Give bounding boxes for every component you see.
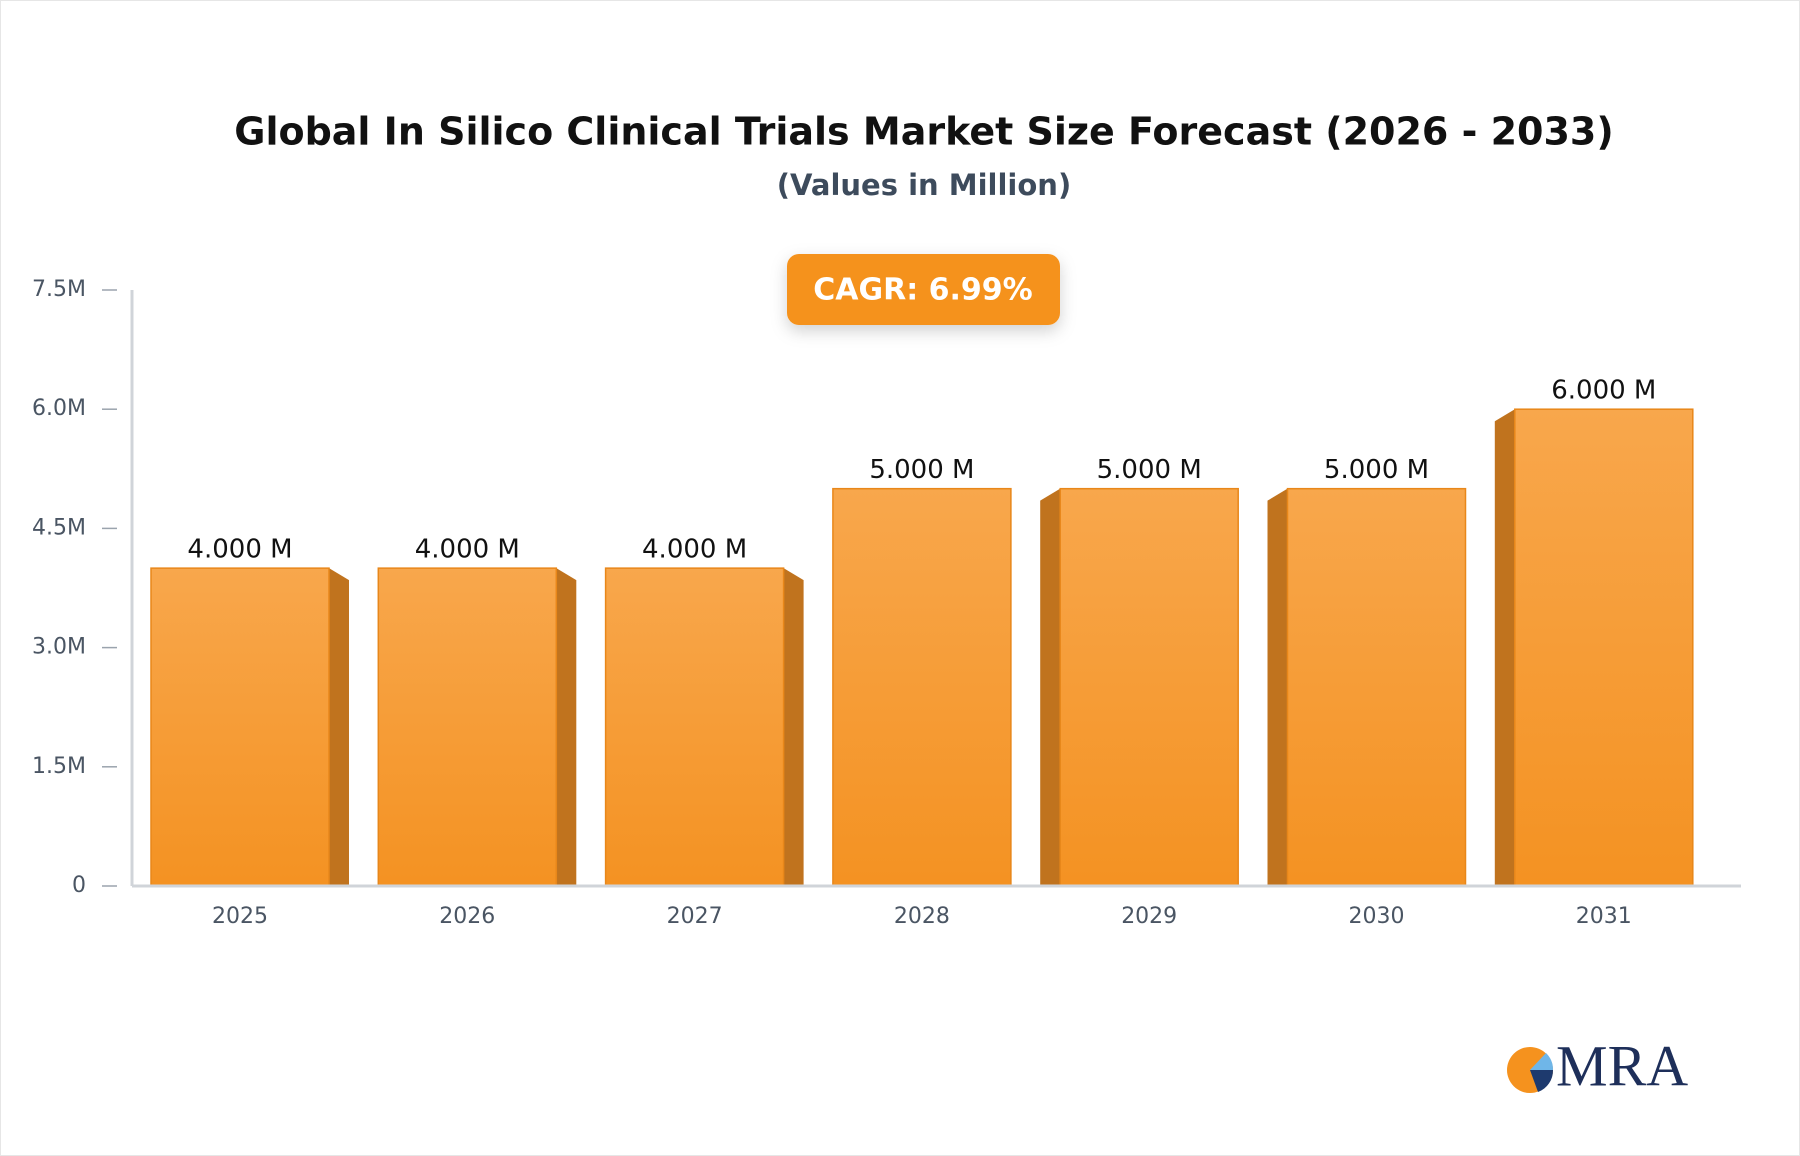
cagr-text: CAGR: 6.99% (813, 273, 1032, 308)
y-tick-label: 7.5M (32, 277, 86, 302)
bar (377, 567, 558, 887)
bar-side (1267, 488, 1288, 886)
value-label: 5.000 M (1097, 455, 1202, 485)
logo-slice (1530, 1070, 1554, 1092)
x-tick-label: 2026 (439, 904, 495, 929)
x-tick-label: 2027 (667, 904, 723, 929)
bar (150, 567, 330, 887)
chart-subtitle: (Values in Million) (777, 168, 1071, 202)
bar (604, 567, 785, 887)
logo-slice (1530, 1053, 1554, 1070)
logo-text: MRA (1556, 1033, 1688, 1098)
y-tick-label: 1.5M (32, 754, 86, 779)
x-tick-label: 2030 (1349, 904, 1405, 929)
plot: 0 1.5M 3.0M 4.5M 6.0M 7.5M 4.000 M 2025 4.000 M 2… (32, 277, 1741, 929)
bar-side (783, 568, 804, 886)
value-label: 5.000 M (869, 455, 974, 485)
y-tick-label: 4.5M (32, 515, 86, 540)
bar (832, 487, 1012, 887)
y-tick-label: 3.0M (32, 635, 86, 660)
chart-title: Global In Silico Clinical Trials Market … (234, 110, 1613, 154)
value-label: 4.000 M (187, 535, 292, 565)
bar (1286, 487, 1467, 887)
y-tick-label: 0 (72, 873, 86, 898)
value-label: 4.000 M (642, 535, 747, 565)
x-tick-label: 2029 (1121, 904, 1177, 929)
value-label: 6.000 M (1551, 376, 1656, 406)
y-tick-label: 6.0M (32, 396, 86, 421)
value-label: 5.000 M (1324, 455, 1429, 485)
bar-side (1494, 409, 1515, 886)
bar (1514, 408, 1694, 887)
x-tick-label: 2031 (1576, 904, 1632, 929)
x-tick-label: 2025 (212, 904, 268, 929)
bar (1059, 487, 1239, 887)
bar-side (329, 568, 349, 886)
value-label: 4.000 M (415, 535, 520, 565)
bar-side (1040, 488, 1061, 886)
cagr-badge (787, 254, 1060, 325)
x-tick-label: 2028 (894, 904, 950, 929)
bar-side (556, 568, 577, 886)
logo: MRA (1507, 1033, 1688, 1098)
